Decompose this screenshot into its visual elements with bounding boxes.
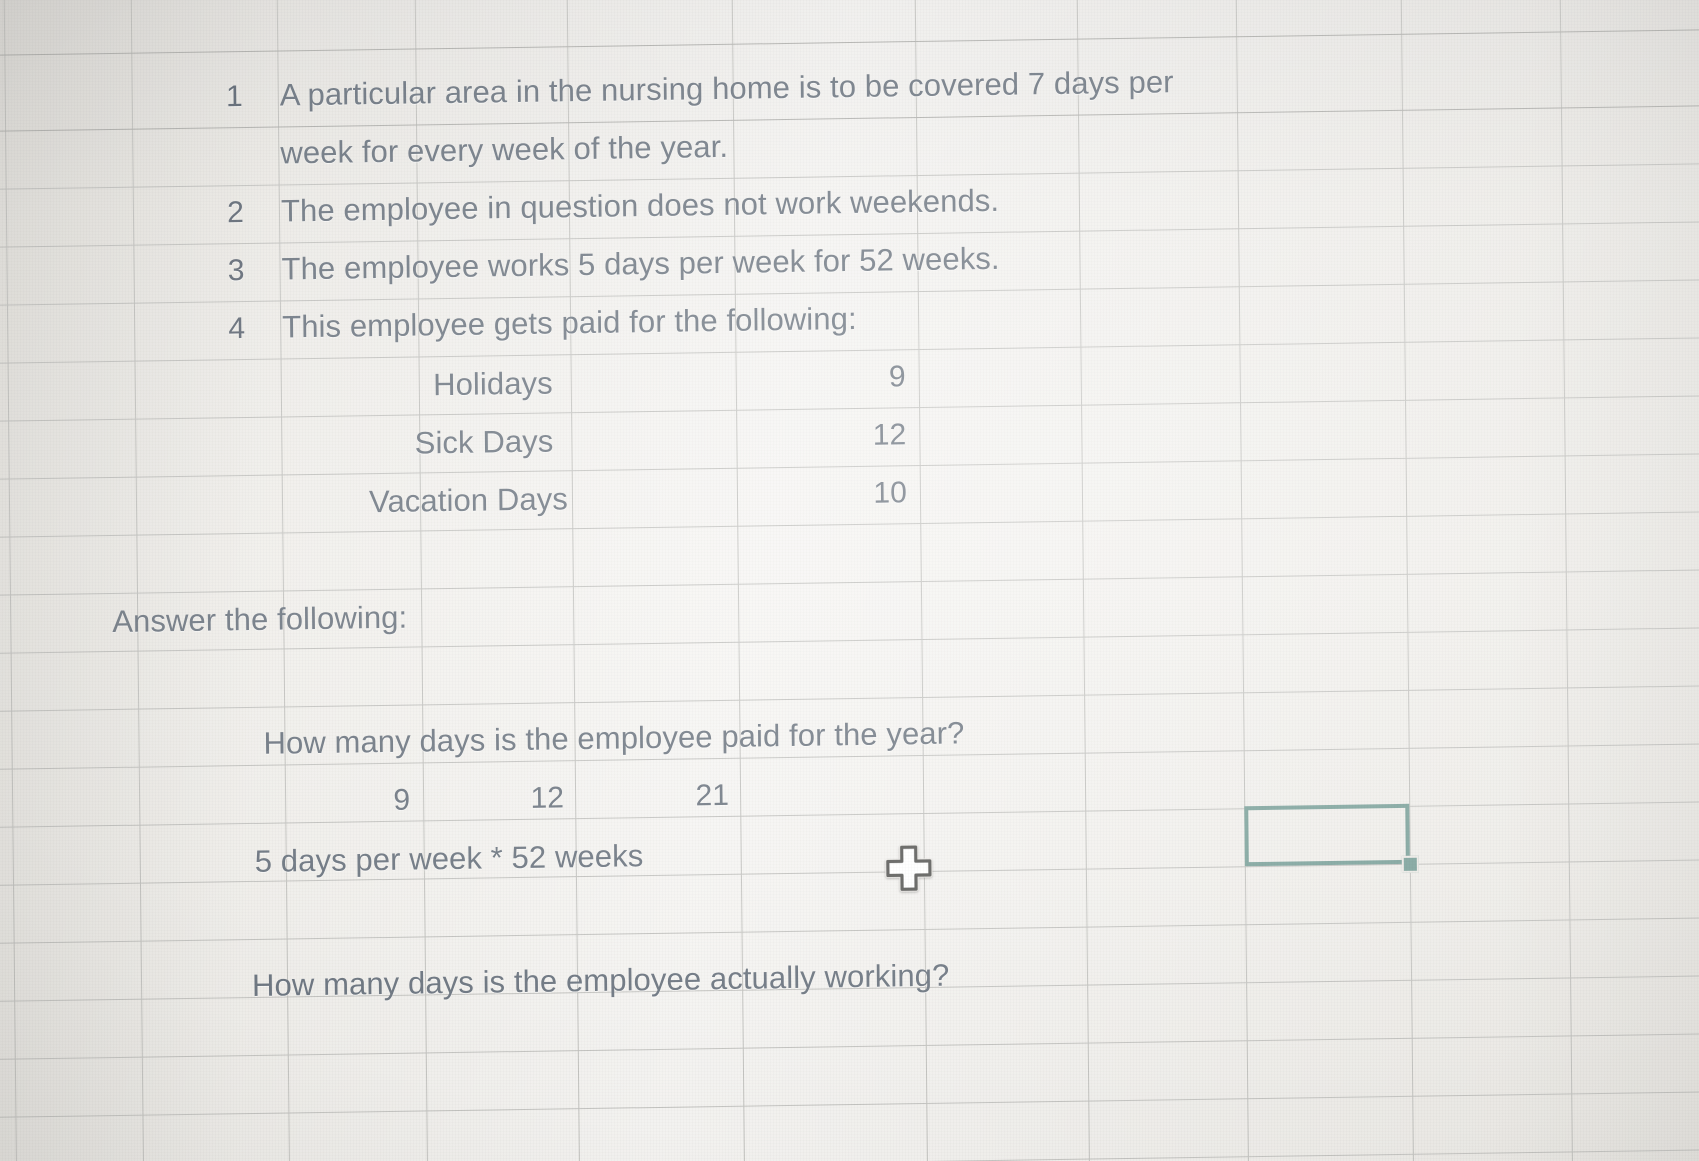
grid-vline xyxy=(1235,0,1250,1161)
list-item-text[interactable]: week for every week of the year. xyxy=(280,128,729,171)
list-number: 1 xyxy=(225,80,243,114)
question-one-formula[interactable]: 5 days per week * 52 weeks xyxy=(254,838,644,879)
paid-row-value[interactable]: 9 xyxy=(888,360,906,394)
question-one-text[interactable]: How many days is the employee paid for t… xyxy=(263,715,965,761)
grid-vline xyxy=(1076,0,1091,1161)
grid-vline xyxy=(1400,0,1415,1161)
list-item-text[interactable]: This employee gets paid for the followin… xyxy=(281,300,857,345)
paid-row-label[interactable]: Vacation Days xyxy=(368,481,569,520)
list-item-text[interactable]: The employee in question does not work w… xyxy=(280,182,1000,229)
list-number: 3 xyxy=(227,254,245,288)
grid-vline xyxy=(3,0,18,1161)
grid-hline xyxy=(0,1032,1699,1061)
cell-selection-outline[interactable] xyxy=(1244,803,1410,867)
grid-hline xyxy=(0,684,1699,713)
grid-hline xyxy=(0,1090,1699,1119)
question-two-text[interactable]: How many days is the employee actually w… xyxy=(251,957,950,1003)
grid-vline xyxy=(1559,0,1574,1161)
grid-hline xyxy=(0,104,1699,133)
grid-hline xyxy=(0,394,1699,423)
paid-row-label[interactable]: Sick Days xyxy=(414,423,554,461)
fill-handle[interactable] xyxy=(1401,855,1419,873)
paid-row-label[interactable]: Holidays xyxy=(432,365,553,403)
list-item-text[interactable]: A particular area in the nursing home is… xyxy=(279,64,1174,113)
answer-prompt-label[interactable]: Answer the following: xyxy=(112,599,408,640)
grid-hline xyxy=(0,510,1699,539)
question-one-value[interactable]: 21 xyxy=(695,778,730,813)
grid-hline xyxy=(0,28,1699,57)
grid-hline xyxy=(0,452,1699,481)
grid-hline xyxy=(0,336,1699,365)
grid-vline xyxy=(130,0,145,1161)
grid-hline xyxy=(0,916,1699,945)
grid-hline xyxy=(0,800,1699,829)
grid-hline xyxy=(0,568,1699,597)
list-number: 2 xyxy=(227,196,245,230)
list-number: 4 xyxy=(228,312,246,346)
paid-row-value[interactable]: 12 xyxy=(872,418,907,452)
paid-row-value[interactable]: 10 xyxy=(873,476,908,510)
plus-select-cursor xyxy=(884,843,935,899)
question-one-value[interactable]: 9 xyxy=(393,783,411,817)
question-one-value[interactable]: 12 xyxy=(530,781,565,815)
list-item-text[interactable]: The employee works 5 days per week for 5… xyxy=(281,240,1000,287)
grid-hline xyxy=(0,1148,1699,1161)
